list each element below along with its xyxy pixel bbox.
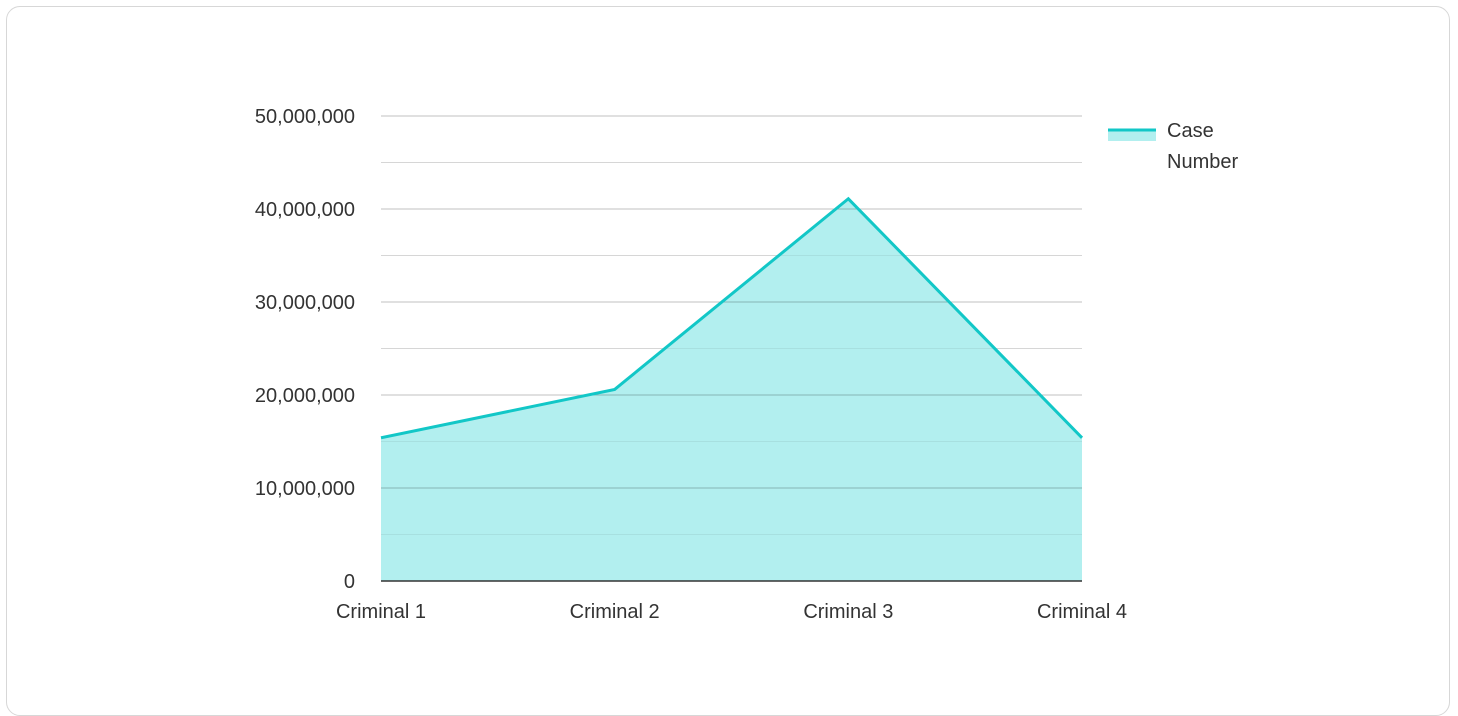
legend: Case Number [1108,120,1238,173]
x-tick-label: Criminal 4 [1037,601,1127,623]
legend-swatch-fill [1108,130,1156,141]
x-axis-tick-labels: Criminal 1 Criminal 2 Criminal 3 Criminal 4 [336,601,1127,623]
major-gridlines [381,115,1082,535]
legend-label-line-2: Number [1167,151,1238,173]
y-tick-label: 0 [344,571,355,593]
y-axis-tick-labels: 0 10,000,000 20,000,000 30,000,000 40,000,00… [255,106,355,593]
y-tick-label: 10,000,000 [255,478,355,500]
area-fill [381,198,1082,581]
line-layer [380,196,1084,440]
y-tick-label: 40,000,000 [255,199,355,221]
x-tick-label: Criminal 1 [336,601,426,623]
y-tick-label: 20,000,000 [255,385,355,407]
x-tick-label: Criminal 3 [803,601,893,623]
legend-label-line-1: Case [1167,120,1214,142]
y-tick-label: 50,000,000 [255,106,355,128]
series-line [380,196,1084,440]
area-layer [381,198,1082,581]
x-tick-label: Criminal 2 [570,601,660,623]
y-tick-label: 30,000,000 [255,292,355,314]
